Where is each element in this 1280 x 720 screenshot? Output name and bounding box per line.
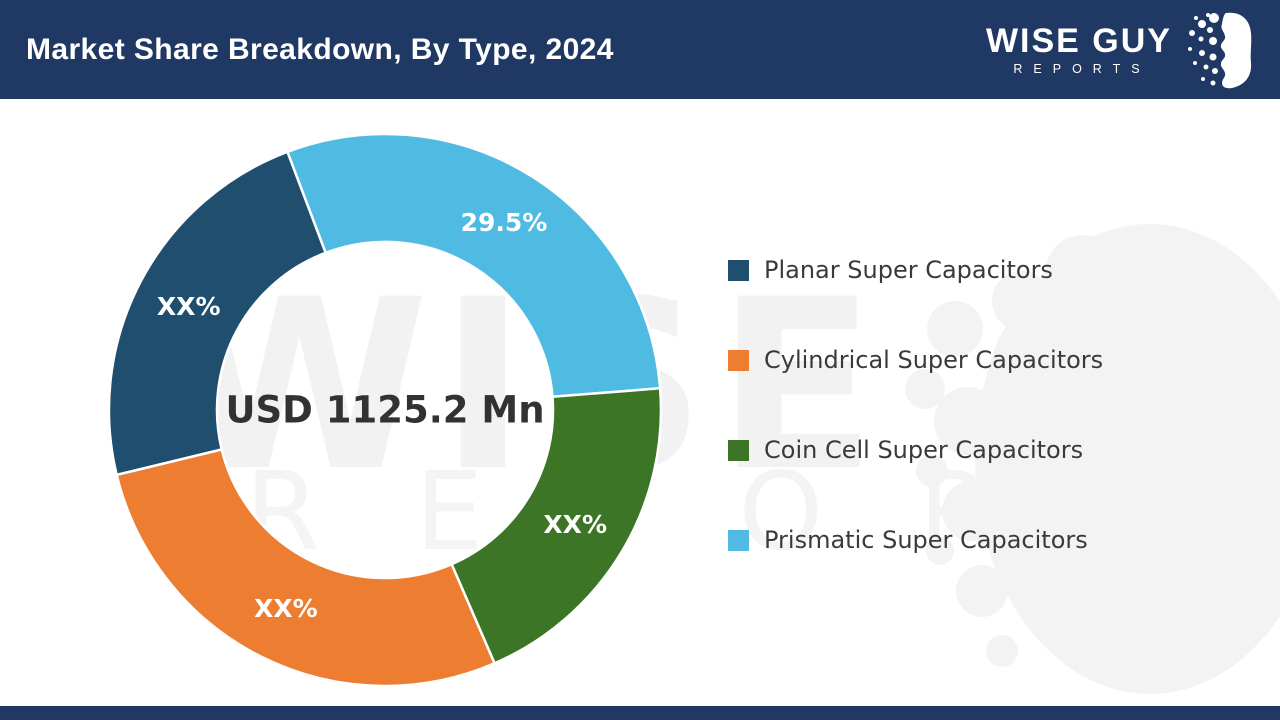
slice-label-planar-super-capacitors: XX% bbox=[157, 292, 221, 321]
legend-item-prismatic: Prismatic Super Capacitors bbox=[728, 524, 1103, 556]
donut-chart: 29.5% XX% XX% XX% bbox=[107, 132, 663, 688]
legend-label-planar: Planar Super Capacitors bbox=[764, 256, 1053, 284]
slice-label-prismatic-super-capacitors: 29.5% bbox=[461, 208, 548, 237]
logo-subtext: REPORTS bbox=[1013, 61, 1151, 76]
donut-slice-prismatic-super-capacitors bbox=[286, 132, 662, 399]
logo-wordmark: WISE GUY bbox=[985, 21, 1172, 60]
legend-item-planar: Planar Super Capacitors bbox=[728, 254, 1103, 286]
legend-item-cylindrical: Cylindrical Super Capacitors bbox=[728, 344, 1103, 376]
legend-swatch-coin-cell bbox=[728, 439, 749, 461]
donut-slice-cylindrical-super-capacitors bbox=[115, 448, 496, 688]
legend-label-prismatic: Prismatic Super Capacitors bbox=[764, 526, 1088, 554]
chart-area: WISE GUY REPORTS 29.5%XX%XX%XX% USD 1125… bbox=[0, 99, 1280, 706]
legend-label-coin-cell: Coin Cell Super Capacitors bbox=[764, 436, 1084, 464]
slice-label-cylindrical-super-capacitors: XX% bbox=[254, 594, 318, 623]
donut-slice-planar-super-capacitors bbox=[107, 150, 327, 477]
legend: Planar Super Capacitors Cylindrical Supe… bbox=[728, 254, 1103, 614]
legend-item-coin-cell: Coin Cell Super Capacitors bbox=[728, 434, 1103, 466]
header-bar: Market Share Breakdown, By Type, 2024 WI… bbox=[0, 0, 1280, 99]
page-title: Market Share Breakdown, By Type, 2024 bbox=[26, 32, 614, 66]
legend-swatch-cylindrical bbox=[728, 349, 749, 371]
legend-swatch-prismatic bbox=[728, 529, 749, 551]
legend-swatch-planar bbox=[728, 259, 749, 281]
donut-center-value: USD 1125.2 Mn bbox=[225, 388, 545, 432]
watermark-face-icon bbox=[905, 224, 1280, 694]
wiseguy-logo: WISE GUY REPORTS bbox=[986, 9, 1254, 91]
logo-text: WISE GUY REPORTS bbox=[986, 24, 1172, 76]
donut-slice-coin-cell-super-capacitors bbox=[450, 387, 663, 665]
legend-label-cylindrical: Cylindrical Super Capacitors bbox=[764, 346, 1104, 374]
slice-label-coin-cell-super-capacitors: XX% bbox=[543, 510, 607, 539]
logo-face-icon bbox=[1188, 12, 1252, 88]
footer-bar bbox=[0, 706, 1280, 720]
